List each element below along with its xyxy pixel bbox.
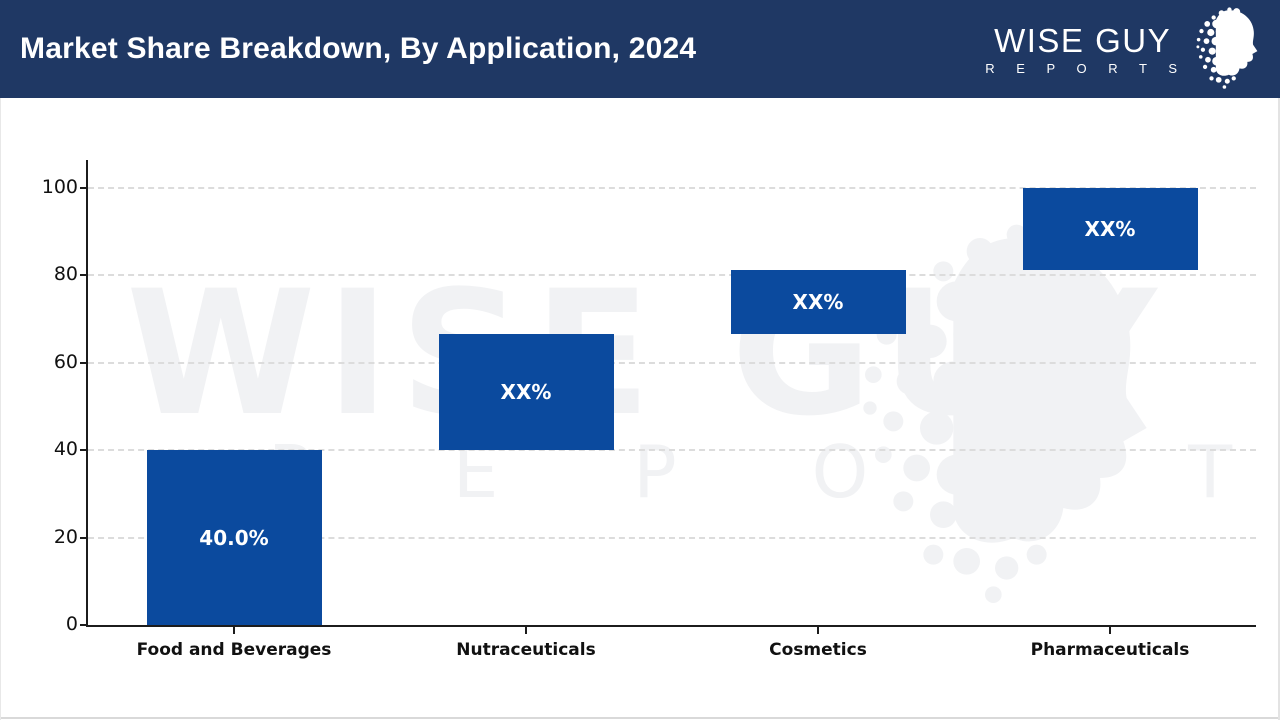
y-tick-label: 80 xyxy=(53,263,78,286)
x-tick-1 xyxy=(525,627,527,634)
y-tick-label: 0 xyxy=(65,613,78,635)
y-tick-label: 60 xyxy=(53,350,78,373)
x-category-label: Nutraceuticals xyxy=(456,640,596,660)
chart-area: WISE GUY R E P O R T S 02040608010040.0%… xyxy=(0,98,1280,720)
logo-subtext: R E P O R T S xyxy=(985,61,1186,76)
page-right-border xyxy=(1278,98,1280,720)
gridline-40 xyxy=(88,449,1256,452)
y-tick-label: 100 xyxy=(41,176,78,198)
bar-cosmetics: XX% xyxy=(730,269,906,335)
y-tick-60 xyxy=(80,361,87,364)
x-category-label: Food and Beverages xyxy=(136,640,332,660)
bar-pharmaceuticals: XX% xyxy=(1022,188,1198,270)
page-bottom-border xyxy=(0,717,1280,719)
bar-nutraceuticals: XX% xyxy=(438,334,614,451)
x-category-label: Pharmaceuticals xyxy=(1030,640,1190,660)
x-axis-line xyxy=(86,625,1256,627)
bar-value-label: 40.0% xyxy=(199,525,269,550)
y-tick-20 xyxy=(80,536,87,539)
logo-head-icon xyxy=(1196,7,1258,89)
logo-wordmark: WISE GUY xyxy=(994,22,1172,59)
x-tick-2 xyxy=(817,627,819,634)
gridline-20 xyxy=(88,536,1256,539)
page-left-border xyxy=(0,98,1,720)
gridline-60 xyxy=(88,361,1256,364)
logo-wordmark-block: WISE GUY R E P O R T S xyxy=(979,22,1186,76)
y-tick-label: 40 xyxy=(53,438,78,461)
gridline-100 xyxy=(88,187,1256,189)
header-banner: Market Share Breakdown, By Application, … xyxy=(0,0,1280,98)
bar-value-label: XX% xyxy=(500,380,552,405)
bar-value-label: XX% xyxy=(1084,216,1136,241)
y-tick-label: 20 xyxy=(53,525,78,548)
x-category-label: Cosmetics xyxy=(769,640,867,660)
y-tick-40 xyxy=(80,449,87,452)
x-tick-0 xyxy=(233,627,235,634)
gridline-80 xyxy=(88,274,1256,277)
bar-value-label: XX% xyxy=(792,290,844,315)
chart-title: Market Share Breakdown, By Application, … xyxy=(20,32,697,65)
y-tick-100 xyxy=(80,187,87,189)
wiseguy-logo: WISE GUY R E P O R T S xyxy=(979,6,1280,92)
y-axis-line xyxy=(86,159,88,627)
bar-food-and-beverages: 40.0% xyxy=(146,450,322,625)
x-tick-3 xyxy=(1109,627,1111,634)
y-tick-80 xyxy=(80,274,87,277)
y-tick-0 xyxy=(80,624,87,626)
